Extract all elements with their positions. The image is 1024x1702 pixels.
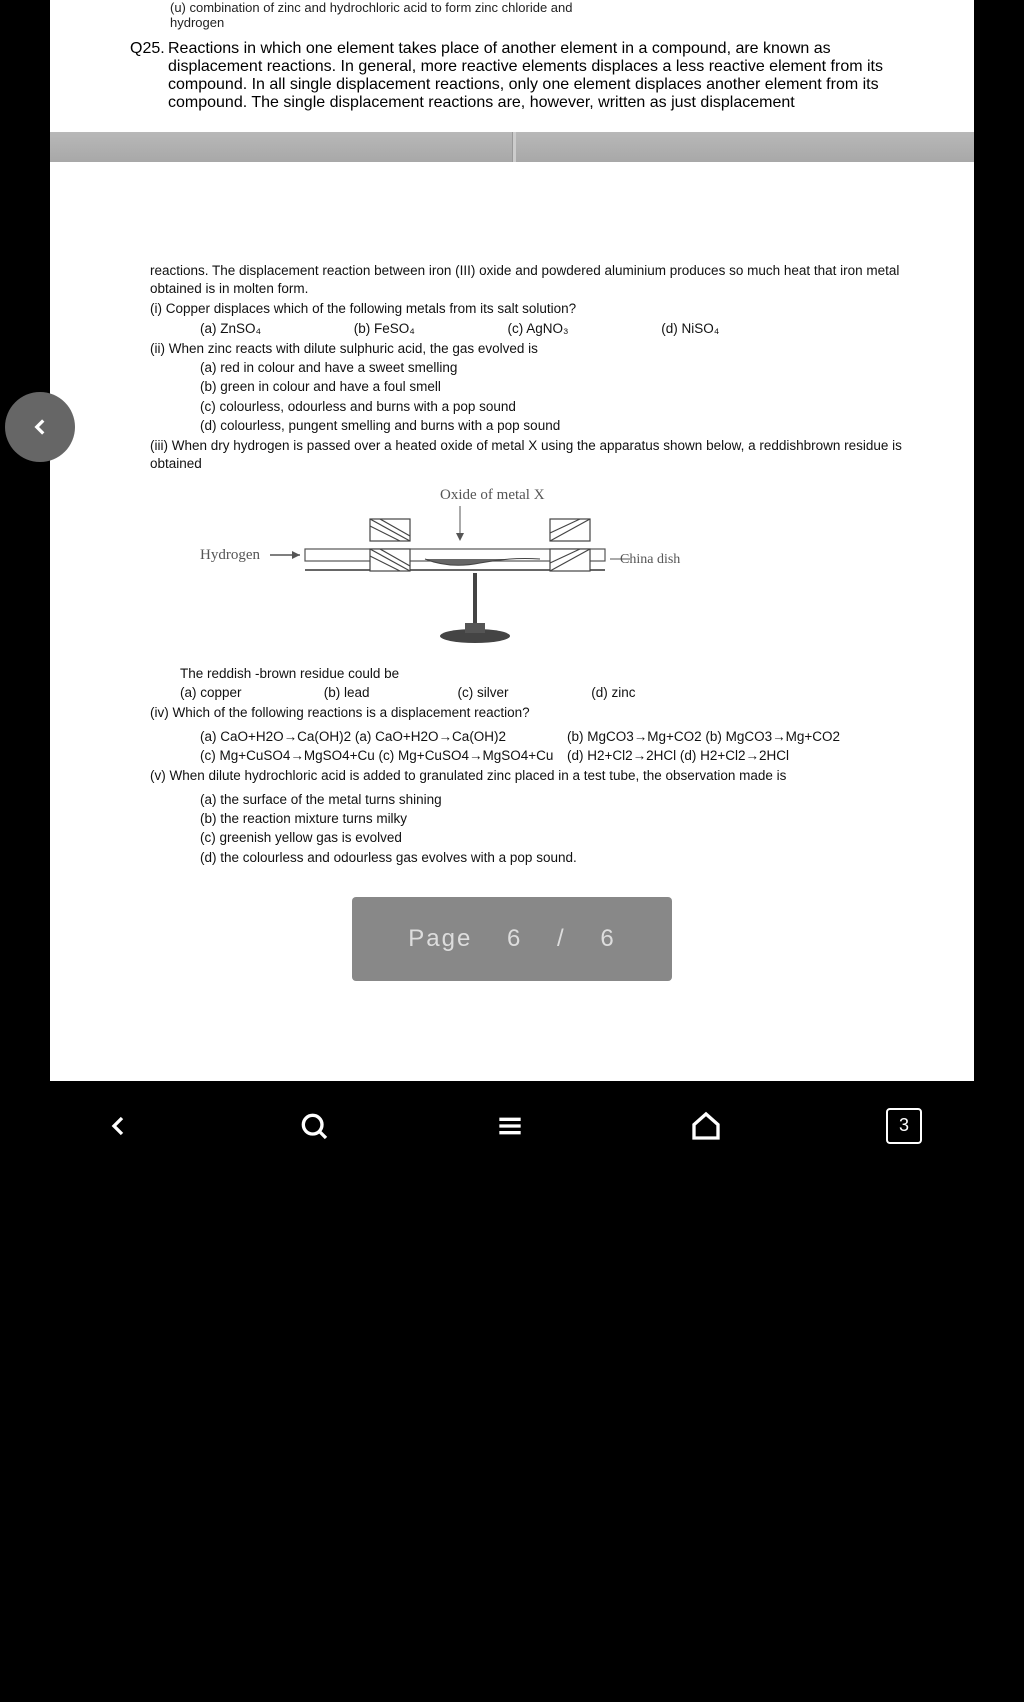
option-ii-b: (b) green in colour and have a foul smel… xyxy=(150,378,934,396)
search-button[interactable] xyxy=(298,1110,330,1142)
page-bottom-section: reactions. The displacement reaction bet… xyxy=(50,162,974,1081)
question-25: Q25. Reactions in which one element take… xyxy=(90,30,934,112)
option-iii-b: (b) lead xyxy=(324,684,454,702)
prev-page-button[interactable] xyxy=(5,392,75,462)
sub-question-iii: (iii) When dry hydrogen is passed over a… xyxy=(150,437,934,473)
options-row-iii: (a) copper (b) lead (c) silver (d) zinc xyxy=(150,684,934,702)
option-iv-a: (a) CaO+H2O→Ca(OH)2 (a) CaO+H2O→Ca(OH)2 xyxy=(200,728,567,746)
page-break-divider xyxy=(50,132,974,162)
sub-question-ii: (ii) When zinc reacts with dilute sulphu… xyxy=(150,340,934,358)
tabs-count: 3 xyxy=(899,1115,909,1136)
back-button[interactable] xyxy=(102,1110,134,1142)
sub-question-iii-text: (iii) When dry hydrogen is passed over a… xyxy=(150,438,902,471)
option-ii-a: (a) red in colour and have a sweet smell… xyxy=(150,359,934,377)
option-v-a: (a) the surface of the metal turns shini… xyxy=(150,791,934,809)
option-v-c: (c) greenish yellow gas is evolved xyxy=(150,829,934,847)
bottom-navigation-bar: 3 xyxy=(0,1081,1024,1171)
chevron-left-icon xyxy=(27,414,53,440)
option-iii-d: (d) zinc xyxy=(591,684,741,702)
page-indicator: Page 6 / 6 xyxy=(352,897,672,981)
sub-question-iii-tail: The reddish -brown residue could be xyxy=(150,665,934,683)
home-icon xyxy=(690,1110,722,1142)
question-label: Q25. xyxy=(130,40,168,112)
home-button[interactable] xyxy=(690,1110,722,1142)
options-iv: (a) CaO+H2O→Ca(OH)2 (a) CaO+H2O→Ca(OH)2 … xyxy=(150,728,934,764)
option-iii-c: (c) silver xyxy=(458,684,588,702)
page-total: 6 xyxy=(600,925,615,952)
page-label: Page xyxy=(408,925,472,952)
option-iv-b: (b) MgCO3→Mg+CO2 (b) MgCO3→Mg+CO2 xyxy=(567,728,934,746)
truncated-line-2: hydrogen xyxy=(90,15,934,30)
sub-question-v: (v) When dilute hydrochloric acid is add… xyxy=(150,767,934,785)
menu-button[interactable] xyxy=(494,1110,526,1142)
diagram-label-oxide: Oxide of metal X xyxy=(440,487,545,503)
option-ii-c: (c) colourless, odourless and burns with… xyxy=(150,398,934,416)
option-ii-d: (d) colourless, pungent smelling and bur… xyxy=(150,417,934,435)
continuation-text: reactions. The displacement reaction bet… xyxy=(150,262,934,298)
page-top-section: (u) combination of zinc and hydrochloric… xyxy=(50,0,974,132)
option-i-a: (a) ZnSO₄ xyxy=(200,320,350,338)
sub-question-i: (i) Copper displaces which of the follow… xyxy=(150,300,934,318)
diagram-label-hydrogen: Hydrogen xyxy=(200,547,260,563)
question-content: reactions. The displacement reaction bet… xyxy=(90,262,934,867)
option-iii-a: (a) copper xyxy=(180,684,320,702)
document-viewer: (u) combination of zinc and hydrochloric… xyxy=(50,0,974,1081)
option-v-d: (d) the colourless and odourless gas evo… xyxy=(150,849,934,867)
options-row-i: (a) ZnSO₄ (b) FeSO₄ (c) AgNO₃ (d) NiSO₄ xyxy=(150,320,934,338)
menu-icon xyxy=(494,1110,526,1142)
option-v-b: (b) the reaction mixture turns milky xyxy=(150,810,934,828)
option-i-c: (c) AgNO₃ xyxy=(508,320,658,338)
sub-question-iv: (iv) Which of the following reactions is… xyxy=(150,704,934,722)
question-25-text: Reactions in which one element takes pla… xyxy=(168,40,894,112)
option-iv-d: (d) H2+Cl2→2HCl (d) H2+Cl2→2HCl xyxy=(567,747,934,765)
page-current: 6 xyxy=(507,925,522,952)
option-i-d: (d) NiSO₄ xyxy=(661,320,811,338)
page-sep: / xyxy=(557,925,566,952)
chevron-left-icon xyxy=(102,1110,134,1142)
apparatus-diagram: Oxide of metal X Hydrogen China dish xyxy=(170,481,914,656)
tabs-button[interactable]: 3 xyxy=(886,1108,922,1144)
option-i-b: (b) FeSO₄ xyxy=(354,320,504,338)
option-iv-c: (c) Mg+CuSO4→MgSO4+Cu (c) Mg+CuSO4→MgSO4… xyxy=(200,747,567,765)
search-icon xyxy=(298,1110,330,1142)
truncated-line-1: (u) combination of zinc and hydrochloric… xyxy=(90,0,934,15)
